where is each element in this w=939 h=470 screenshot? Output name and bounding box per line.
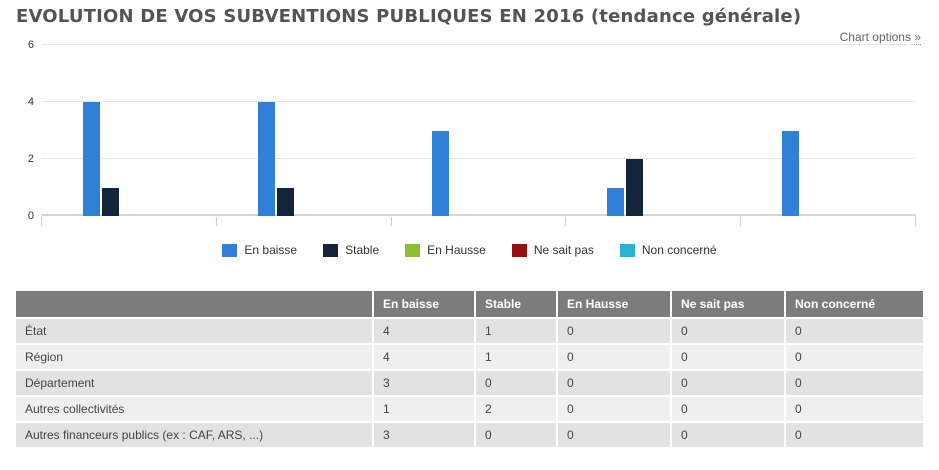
table-cell: 3 [374, 423, 474, 447]
gridline [42, 44, 916, 45]
bar-group-departement [392, 45, 567, 216]
table-cell: 0 [558, 371, 670, 395]
bar-group-autres-collectivites [566, 45, 741, 216]
table-row-autres-financeurs-publics-ex-caf-ars: Autres financeurs publics (ex : CAF, ARS… [16, 423, 923, 447]
bar-en-baisse-autres-financeurs-publics-ex-caf-ars [782, 130, 800, 216]
legend-item-en-hausse[interactable]: En Hausse [405, 243, 486, 257]
results-table: En baisse Stable En Hausse Ne sait pas Non c… [14, 289, 925, 449]
table-cell: 0 [558, 345, 670, 369]
row-label: Autres financeurs publics (ex : CAF, ARS… [16, 423, 372, 447]
table-body: État 4 1 0 0 0 Région 4 1 0 0 0 Département 3 0 0 0 0 Autr… [16, 319, 923, 447]
legend: En baisse Stable En Hausse Ne sait pas Non c… [0, 243, 939, 257]
bar-stable-autres-collectivites [626, 159, 644, 216]
row-label: Région [16, 345, 372, 369]
legend-item-non-concerne[interactable]: Non concerné [619, 243, 717, 257]
chart-options-link[interactable]: Chart options » [839, 30, 921, 45]
bar-stable-etat [101, 187, 119, 216]
table-cell: 0 [672, 397, 784, 421]
legend-label: En baisse [244, 243, 298, 257]
table-row-region: Région 4 1 0 0 0 [16, 345, 923, 369]
legend-item-stable[interactable]: Stable [323, 243, 379, 257]
y-axis-label: 2 [27, 153, 34, 166]
table-cell: 0 [558, 423, 670, 447]
table-cell: 0 [786, 397, 923, 421]
legend-item-en-baisse[interactable]: En baisse [222, 243, 297, 257]
plot-area: 0 2 4 6 [28, 39, 916, 226]
bar-en-baisse-departement [432, 130, 450, 216]
column-header-non-concerne: Non concerné [786, 291, 923, 317]
bar-group-region [217, 45, 392, 216]
bar-en-baisse-region [257, 102, 275, 216]
table-row-departement: Département 3 0 0 0 0 [16, 371, 923, 395]
legend-label: Ne sait pas [533, 243, 594, 257]
legend-label: Stable [345, 243, 380, 257]
row-label: Département [16, 371, 372, 395]
bar-group-autres-financeurs-publics-ex-caf-ars [741, 45, 916, 216]
y-axis-label: 4 [27, 96, 34, 109]
x-axis-tick [915, 217, 916, 226]
table-cell: 0 [786, 319, 923, 343]
bar-stable-region [276, 187, 294, 216]
column-header-en-baisse: En baisse [374, 291, 474, 317]
gridline [42, 158, 916, 159]
legend-swatch-non-concerne [619, 243, 635, 257]
results-table-wrap: En baisse Stable En Hausse Ne sait pas Non c… [14, 289, 925, 449]
gridline [42, 101, 916, 102]
row-label: État [16, 319, 372, 343]
table-cell: 0 [558, 319, 670, 343]
legend-swatch-ne-sait-pas [511, 243, 527, 257]
bar-group-etat [42, 45, 217, 216]
table-cell: 4 [374, 345, 474, 369]
table-cell: 0 [476, 371, 556, 395]
x-axis-tick [740, 217, 742, 226]
column-header-ne-sait-pas: Ne sait pas [672, 291, 784, 317]
table-cell: 0 [672, 345, 784, 369]
gridline [42, 214, 916, 216]
table-cell: 2 [476, 397, 556, 421]
column-header-stable: Stable [476, 291, 556, 317]
bar-en-baisse-etat [82, 102, 100, 216]
page-title: EVOLUTION DE VOS SUBVENTIONS PUBLIQUES E… [16, 6, 802, 27]
x-axis-tick [41, 217, 42, 226]
bars-layer [42, 45, 916, 216]
y-axis-label: 6 [27, 39, 34, 51]
table-row-etat: État 4 1 0 0 0 [16, 319, 923, 343]
x-axis-tick [565, 217, 567, 226]
table-cell: 0 [672, 319, 784, 343]
column-header-empty [16, 291, 372, 317]
y-axis-label: 0 [27, 210, 34, 222]
table-cell: 1 [374, 397, 474, 421]
legend-swatch-en-hausse [405, 243, 421, 257]
table-row-autres-collectivites: Autres collectivités 1 2 0 0 0 [16, 397, 923, 421]
legend-swatch-stable [323, 243, 339, 257]
legend-item-ne-sait-pas[interactable]: Ne sait pas [511, 243, 594, 257]
table-cell: 0 [672, 423, 784, 447]
table-cell: 0 [672, 371, 784, 395]
table-cell: 0 [786, 423, 923, 447]
x-axis-tick [215, 217, 217, 226]
legend-label: Non concerné [641, 243, 717, 257]
bar-en-baisse-autres-collectivites [607, 187, 625, 216]
table-header-row: En baisse Stable En Hausse Ne sait pas Non c… [16, 291, 923, 317]
column-header-en-hausse: En Hausse [558, 291, 670, 317]
table-cell: 3 [374, 371, 474, 395]
table-cell: 0 [476, 423, 556, 447]
table-cell: 1 [476, 345, 556, 369]
table-cell: 0 [786, 371, 923, 395]
table-cell: 4 [374, 319, 474, 343]
table-cell: 0 [558, 397, 670, 421]
row-label: Autres collectivités [16, 397, 372, 421]
table-cell: 0 [786, 345, 923, 369]
x-axis-tick [390, 217, 392, 226]
legend-label: En Hausse [427, 243, 486, 257]
legend-swatch-en-baisse [222, 243, 238, 257]
table-cell: 1 [476, 319, 556, 343]
